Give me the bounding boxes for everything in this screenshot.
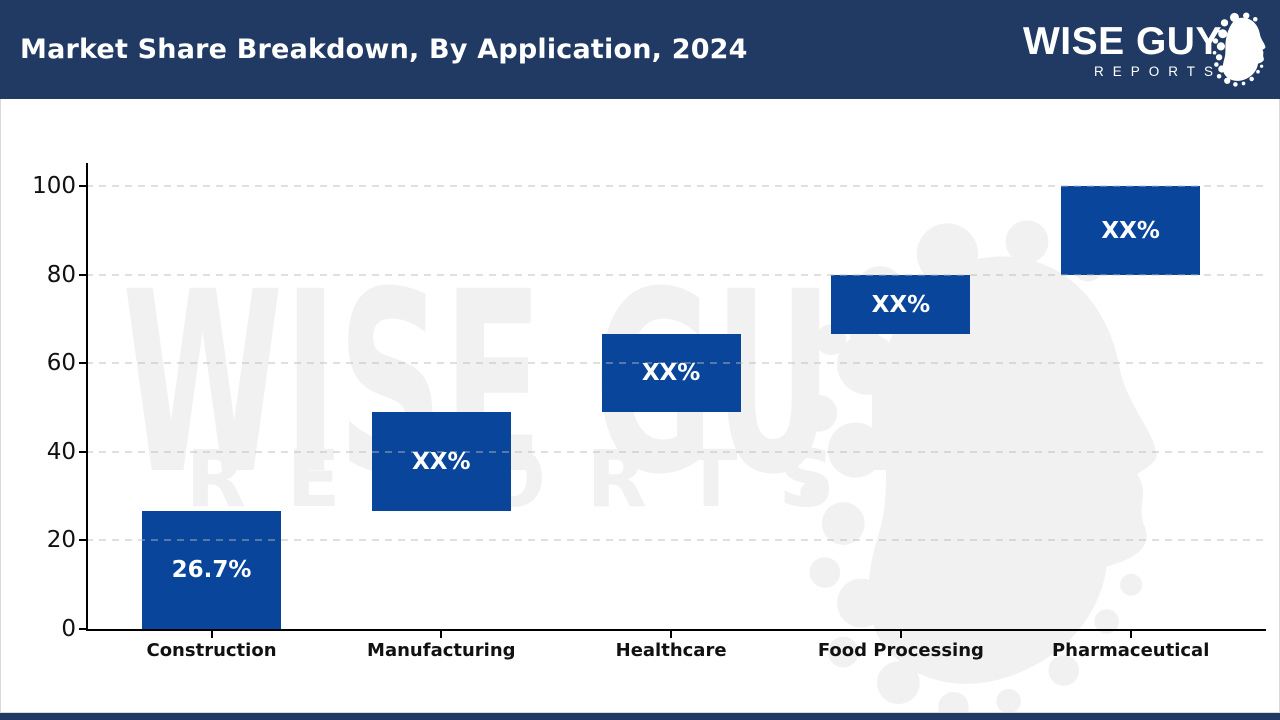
logo-head-icon xyxy=(1210,12,1268,88)
watermark-layer: WISE GUY REPORTS xyxy=(0,99,1280,713)
logo-tagline: REPORTS xyxy=(1093,63,1222,79)
watermark-wordmark: WISE GUY xyxy=(122,238,939,529)
logo: WISE GUY REPORTS xyxy=(1023,8,1268,92)
logo-wordmark: WISE GUY xyxy=(1022,19,1222,63)
header: Market Share Breakdown, By Application, … xyxy=(0,0,1280,99)
watermark-tagline: REPORTS xyxy=(186,435,876,525)
page-title: Market Share Breakdown, By Application, … xyxy=(20,34,748,65)
logo-text: WISE GUY REPORTS xyxy=(1023,22,1222,79)
watermark-head-icon xyxy=(782,217,1174,713)
footer-bar xyxy=(0,713,1280,720)
